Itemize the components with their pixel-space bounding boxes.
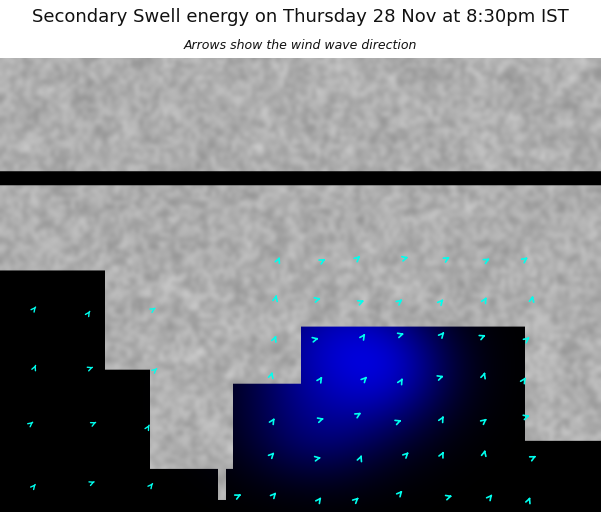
Text: Secondary Swell energy on Thursday 28 Nov at 8:30pm IST: Secondary Swell energy on Thursday 28 No… xyxy=(32,8,569,26)
Text: Arrows show the wind wave direction: Arrows show the wind wave direction xyxy=(184,38,417,52)
